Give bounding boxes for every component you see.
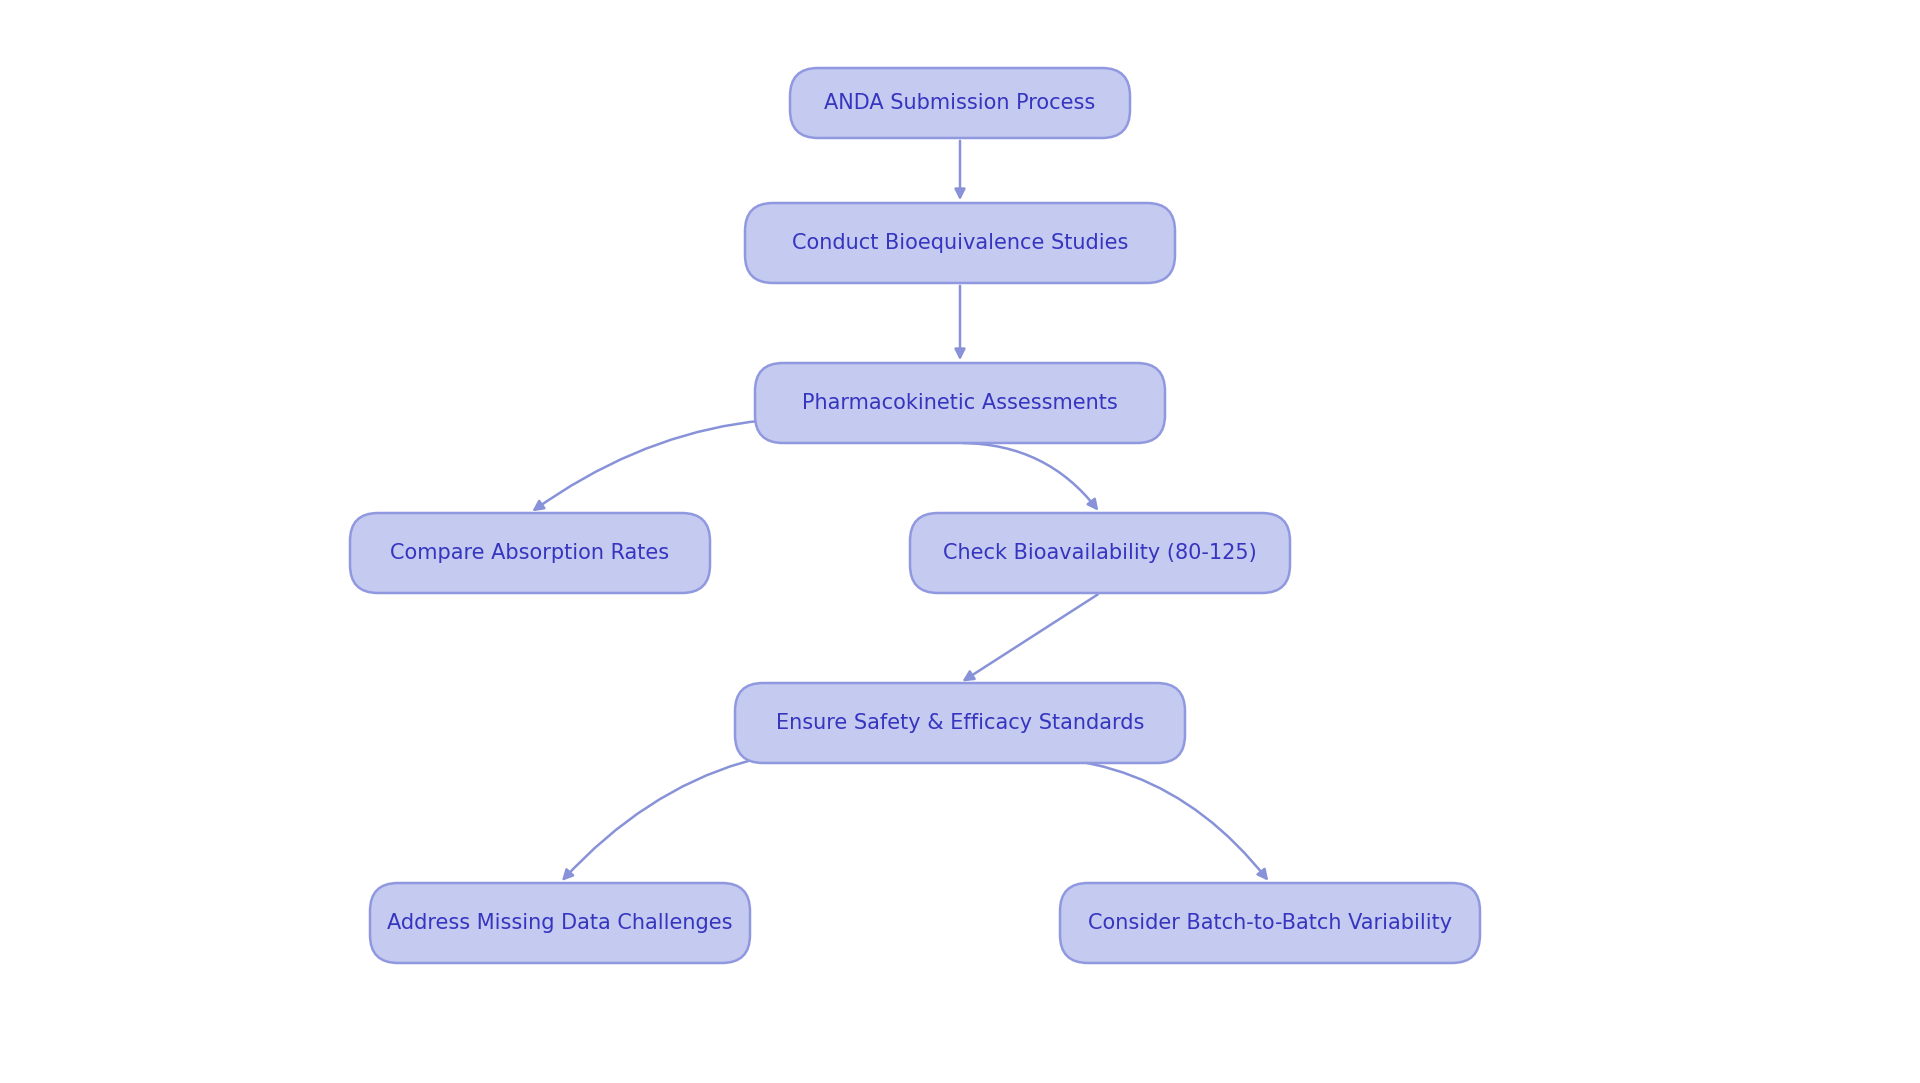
FancyBboxPatch shape: [789, 68, 1131, 138]
Text: Conduct Bioequivalence Studies: Conduct Bioequivalence Studies: [791, 233, 1129, 253]
FancyBboxPatch shape: [1060, 883, 1480, 963]
FancyBboxPatch shape: [349, 513, 710, 593]
FancyBboxPatch shape: [735, 683, 1185, 764]
Text: Pharmacokinetic Assessments: Pharmacokinetic Assessments: [803, 393, 1117, 413]
FancyBboxPatch shape: [745, 203, 1175, 283]
FancyBboxPatch shape: [755, 363, 1165, 443]
FancyBboxPatch shape: [910, 513, 1290, 593]
Text: Ensure Safety & Efficacy Standards: Ensure Safety & Efficacy Standards: [776, 713, 1144, 733]
Text: ANDA Submission Process: ANDA Submission Process: [824, 93, 1096, 113]
Text: Address Missing Data Challenges: Address Missing Data Challenges: [388, 913, 733, 932]
Text: Compare Absorption Rates: Compare Absorption Rates: [390, 543, 670, 563]
Text: Check Bioavailability (80-125): Check Bioavailability (80-125): [943, 543, 1258, 563]
Text: Consider Batch-to-Batch Variability: Consider Batch-to-Batch Variability: [1089, 913, 1452, 932]
FancyBboxPatch shape: [371, 883, 751, 963]
